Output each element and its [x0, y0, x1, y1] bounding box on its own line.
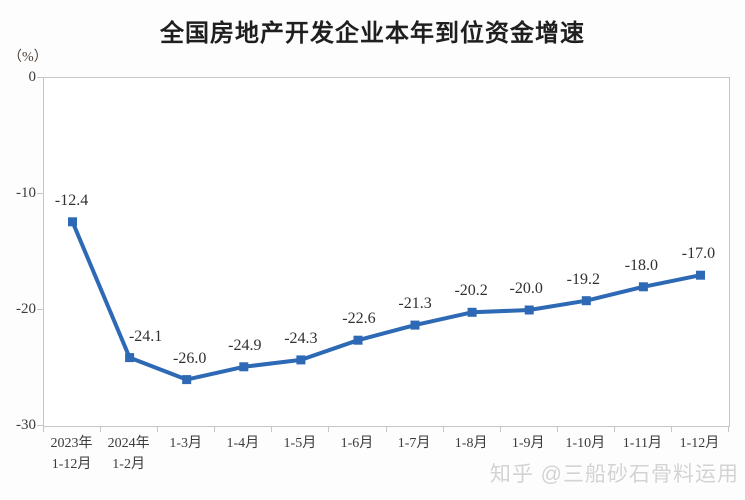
data-point-marker [524, 305, 534, 315]
y-axis-tick [37, 77, 43, 78]
data-point-marker [410, 320, 420, 330]
x-axis-tick [100, 426, 102, 432]
data-point-label: -21.3 [398, 295, 432, 313]
x-axis-tick-label: 1-3月 [169, 436, 203, 451]
y-axis-tick-label: 0 [28, 69, 37, 85]
series-line [70, 221, 701, 382]
x-axis-tick-label: 2023年 1-12月 [50, 436, 93, 472]
x-axis-tick-label: 1-4月 [226, 436, 260, 451]
data-point-marker [296, 355, 306, 365]
x-axis-tick [271, 426, 273, 432]
data-point-label: -17.0 [681, 245, 716, 263]
data-point-label: -22.6 [342, 310, 376, 328]
y-axis-tick-label: -30 [16, 417, 36, 433]
x-axis-tick [670, 426, 672, 432]
y-axis-tick-label: -20 [16, 301, 36, 317]
data-point-marker [696, 270, 705, 280]
x-axis-tick [157, 426, 159, 432]
y-axis-tick-label: -10 [16, 185, 36, 201]
data-point-label: -20.2 [454, 282, 488, 300]
x-axis-tick-label: 1-7月 [397, 436, 431, 451]
data-point-marker [68, 217, 77, 227]
x-axis-tick-label: 1-12月 [679, 436, 720, 451]
line-series [68, 217, 705, 385]
x-axis-tick [328, 426, 330, 432]
x-axis-tick [499, 426, 501, 432]
x-axis-tick [385, 426, 387, 432]
x-axis-tick [214, 426, 216, 432]
data-point-label: -24.1 [128, 327, 163, 345]
x-axis-tick-label: 1-10月 [565, 436, 606, 451]
x-axis-tick-label: 2024年 1-2月 [107, 436, 150, 472]
x-axis-tick [442, 426, 444, 432]
data-point-label: -12.4 [54, 191, 89, 209]
x-axis-tick [43, 426, 44, 432]
x-axis-tick [556, 426, 558, 432]
data-point-marker [182, 375, 192, 385]
data-point-marker [125, 353, 135, 363]
plot-area [43, 77, 730, 427]
data-point-marker [353, 335, 363, 345]
data-point-label: -20.0 [509, 280, 543, 297]
data-point-label: -19.2 [566, 270, 600, 288]
data-point-label: -24.9 [228, 336, 262, 354]
data-point-marker [581, 296, 591, 306]
x-axis-tick-label: 1-6月 [340, 436, 374, 451]
data-point-marker [467, 307, 477, 317]
x-axis-tick-label: 1-11月 [622, 436, 662, 451]
x-axis-tick-label: 1-5月 [283, 436, 317, 451]
x-axis-tick-label: 1-8月 [454, 436, 488, 451]
x-axis-tick [613, 426, 615, 432]
data-point-label: -24.3 [284, 329, 318, 347]
y-axis-tick [37, 193, 43, 194]
x-axis-tick [728, 426, 729, 432]
data-point-marker [638, 282, 648, 292]
y-axis-tick [37, 309, 43, 310]
watermark: 知乎 @三船砂石骨料运用 [489, 463, 739, 486]
y-axis-tick [37, 425, 43, 426]
y-axis-unit-label: （%） [8, 50, 48, 65]
data-point-label: -18.0 [624, 256, 659, 274]
data-point-marker [239, 362, 249, 372]
data-point-label: -26.0 [173, 349, 207, 367]
chart-title: 全国房地产开发企业本年到位资金增速 [160, 20, 585, 47]
x-axis-tick-label: 1-9月 [511, 436, 545, 451]
